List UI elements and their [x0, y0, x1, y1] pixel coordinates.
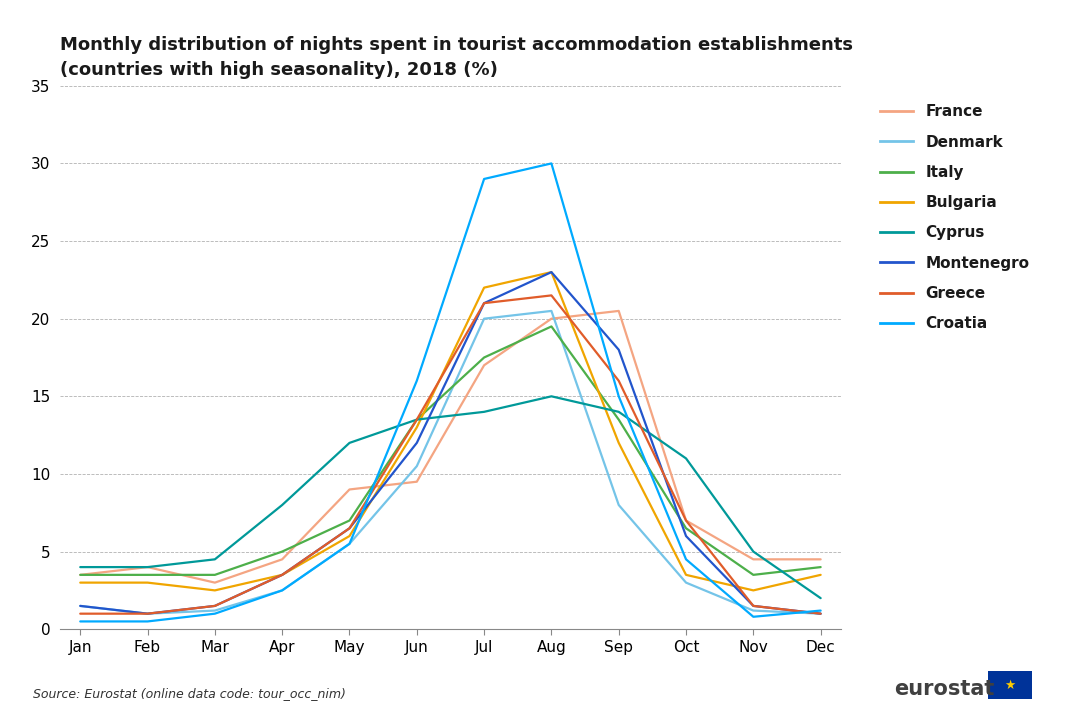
Text: (countries with high seasonality), 2018 (%): (countries with high seasonality), 2018 … [60, 61, 498, 79]
Text: Source: Eurostat (online data code: tour_occ_nim): Source: Eurostat (online data code: tour… [33, 687, 346, 700]
Legend: France, Denmark, Italy, Bulgaria, Cyprus, Montenegro, Greece, Croatia: France, Denmark, Italy, Bulgaria, Cyprus… [880, 104, 1030, 331]
Text: eurostat: eurostat [894, 679, 995, 699]
Text: ★: ★ [1005, 679, 1016, 691]
Text: Monthly distribution of nights spent in tourist accommodation establishments: Monthly distribution of nights spent in … [60, 36, 853, 54]
